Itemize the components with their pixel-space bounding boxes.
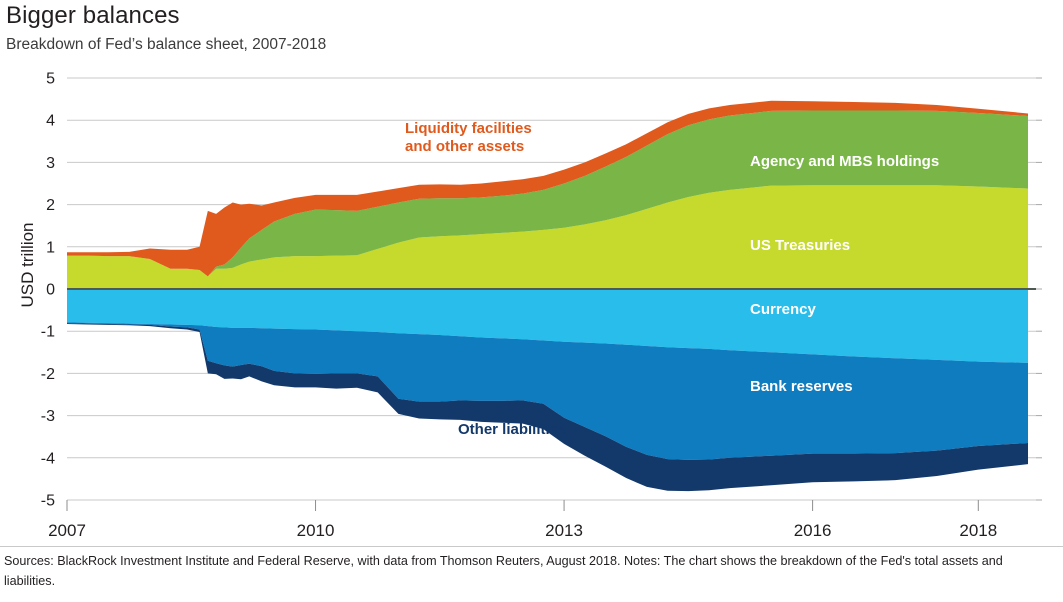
series-annotation-line: Bank reserves bbox=[750, 378, 853, 395]
series-annotation-line: and other assets bbox=[405, 138, 524, 155]
series-annotation-line: Other liabilities bbox=[458, 421, 566, 438]
series-annotation-other-liabilities: Other liabilities bbox=[458, 421, 566, 438]
x-axis-tick-label: 2013 bbox=[545, 521, 583, 540]
x-axis-tick-label: 2016 bbox=[794, 521, 832, 540]
source-footnote: Sources: BlackRock Investment Institute … bbox=[4, 554, 1003, 588]
y-axis-tick-label: 1 bbox=[46, 239, 55, 256]
y-axis-tick-label: 0 bbox=[46, 282, 55, 299]
x-axis-tick-label: 2018 bbox=[959, 521, 997, 540]
footnote-divider bbox=[0, 546, 1063, 547]
y-axis-tick-label: 4 bbox=[46, 113, 55, 130]
series-annotation-line: Currency bbox=[750, 301, 817, 318]
y-axis-tick-label: -5 bbox=[41, 493, 55, 510]
y-axis-tick-label: 5 bbox=[46, 71, 55, 88]
y-axis-tick-label: -4 bbox=[41, 450, 55, 467]
series-annotation-line: Agency and MBS holdings bbox=[750, 153, 939, 170]
y-axis-tick-label: -3 bbox=[41, 408, 55, 425]
y-axis-tick-label: 2 bbox=[46, 197, 55, 214]
area-series-other-liabilities bbox=[67, 323, 1028, 492]
x-axis-tick-label: 2007 bbox=[48, 521, 86, 540]
page-title: Bigger balances bbox=[6, 2, 180, 29]
y-axis-tick-label: 3 bbox=[46, 155, 55, 172]
area-series-us-treasuries bbox=[67, 185, 1028, 289]
stacked-area-chart: 5 4 3 2 1 0 -1 -2 -3 -4 -5 2007 2010 2013 2016 2018 Liqu… bbox=[41, 71, 1042, 540]
y-axis-tick-label: -2 bbox=[41, 366, 55, 383]
y-axis-label: USD trillion bbox=[18, 222, 37, 308]
area-series-liquidity-facilities-and-other-assets bbox=[67, 100, 1028, 277]
plot-area: 5 4 3 2 1 0 -1 -2 -3 -4 -5 2007 2010 2013 2016 2018 Liqu… bbox=[18, 71, 1042, 540]
area-series-bank-reserves bbox=[67, 322, 1028, 460]
x-axis-tick-label: 2010 bbox=[297, 521, 335, 540]
series-annotation-line: Liquidity facilities bbox=[405, 120, 532, 137]
series-annotation-us-treasuries: US Treasuries bbox=[750, 237, 850, 254]
area-series-agency-and-mbs-holdings bbox=[67, 110, 1028, 277]
series-annotation-bank-reserves: Bank reserves bbox=[750, 378, 853, 395]
area-series-currency bbox=[67, 289, 1028, 363]
y-axis-tick-label: -1 bbox=[41, 324, 55, 341]
chart-subtitle: Breakdown of Fed’s balance sheet, 2007-2… bbox=[6, 36, 327, 53]
series-annotation-agency-mbs: Agency and MBS holdings bbox=[750, 153, 939, 170]
series-annotation-currency: Currency bbox=[750, 301, 817, 318]
series-annotation-line: US Treasuries bbox=[750, 237, 850, 254]
